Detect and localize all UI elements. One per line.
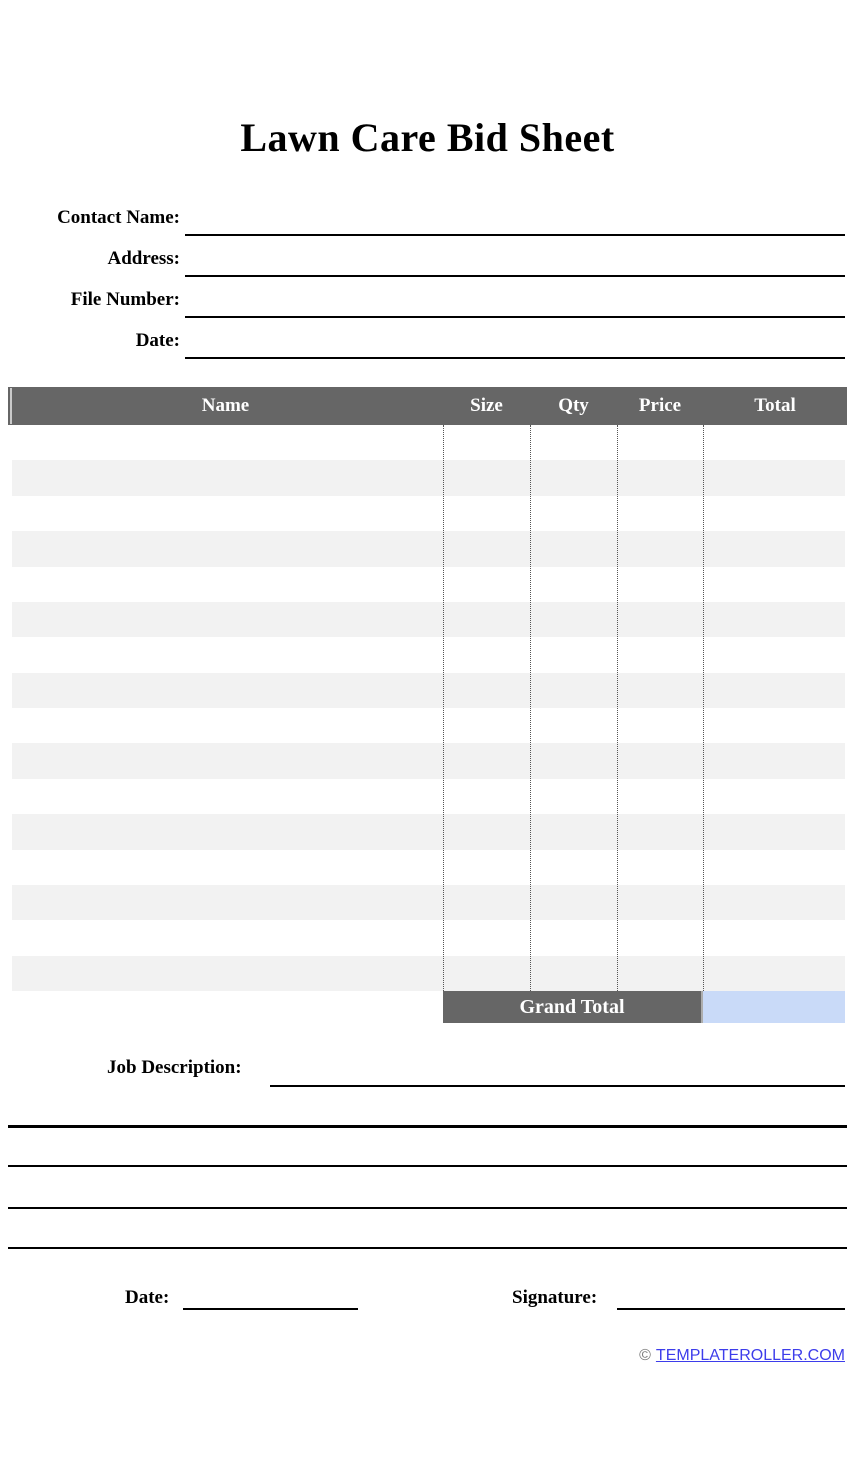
contact-name-input[interactable] <box>185 234 845 236</box>
contact-fields-section: Contact Name: Address: File Number: Date… <box>8 205 847 369</box>
table-row[interactable] <box>12 601 845 638</box>
table-row[interactable] <box>12 672 845 708</box>
signature-label: Signature: <box>512 1287 598 1308</box>
signoff-date-label: Date: <box>125 1287 170 1308</box>
job-description-line[interactable] <box>8 1207 847 1209</box>
field-row-address: Address: <box>8 246 847 287</box>
file-number-input[interactable] <box>185 316 845 318</box>
job-description-label: Job Description: <box>107 1057 242 1078</box>
table-row[interactable] <box>8 567 847 602</box>
page-title: Lawn Care Bid Sheet <box>240 115 615 160</box>
templateroller-link[interactable]: TEMPLATEROLLER.COM <box>655 1347 845 1364</box>
footer: © TEMPLATEROLLER.COM <box>639 1347 845 1365</box>
job-description-line[interactable] <box>8 1165 847 1167</box>
contact-name-label: Contact Name: <box>57 207 180 228</box>
signoff-date-input[interactable] <box>183 1308 358 1310</box>
date-input[interactable] <box>185 357 845 359</box>
column-separator-qty <box>530 425 531 991</box>
column-header-size: Size <box>470 395 503 416</box>
column-header-total: Total <box>754 395 796 416</box>
table-row[interactable] <box>12 814 845 850</box>
grand-total-label: Grand Total <box>443 991 703 1023</box>
file-number-label: File Number: <box>70 289 180 310</box>
table-row[interactable] <box>12 884 845 921</box>
grand-total-row: Grand Total <box>8 991 847 1023</box>
field-row-date: Date: <box>8 328 847 369</box>
job-description-line[interactable] <box>8 1125 847 1128</box>
bid-items-table: Name Size Qty Price Total Grand Total <box>8 387 847 1023</box>
column-separator-price <box>617 425 618 991</box>
column-separator-size <box>443 425 444 991</box>
table-row[interactable] <box>8 425 847 460</box>
table-row[interactable] <box>8 779 847 814</box>
column-separator-total <box>703 425 704 991</box>
table-header-row: Name Size Qty Price Total <box>8 387 847 425</box>
table-row[interactable] <box>12 743 845 779</box>
address-input[interactable] <box>185 275 845 277</box>
grand-total-value-cell[interactable] <box>703 991 845 1023</box>
table-row[interactable] <box>8 496 847 531</box>
table-row[interactable] <box>12 955 845 991</box>
signature-input[interactable] <box>617 1308 845 1310</box>
column-header-name: Name <box>201 395 250 416</box>
table-row[interactable] <box>8 637 847 672</box>
field-row-file-number: File Number: <box>8 287 847 328</box>
copyright-icon: © <box>639 1347 651 1364</box>
grand-total-spacer <box>8 991 443 1023</box>
job-description-input[interactable] <box>270 1085 845 1087</box>
field-row-contact-name: Contact Name: <box>8 205 847 246</box>
table-row[interactable] <box>12 531 845 567</box>
column-header-price: Price <box>638 395 682 416</box>
address-label: Address: <box>107 248 181 269</box>
table-row[interactable] <box>8 850 847 885</box>
date-label: Date: <box>135 330 180 351</box>
table-row[interactable] <box>8 708 847 743</box>
table-body <box>8 425 847 991</box>
job-description-line[interactable] <box>8 1247 847 1249</box>
table-row[interactable] <box>8 920 847 955</box>
column-header-qty: Qty <box>558 395 589 416</box>
table-row[interactable] <box>12 460 845 496</box>
